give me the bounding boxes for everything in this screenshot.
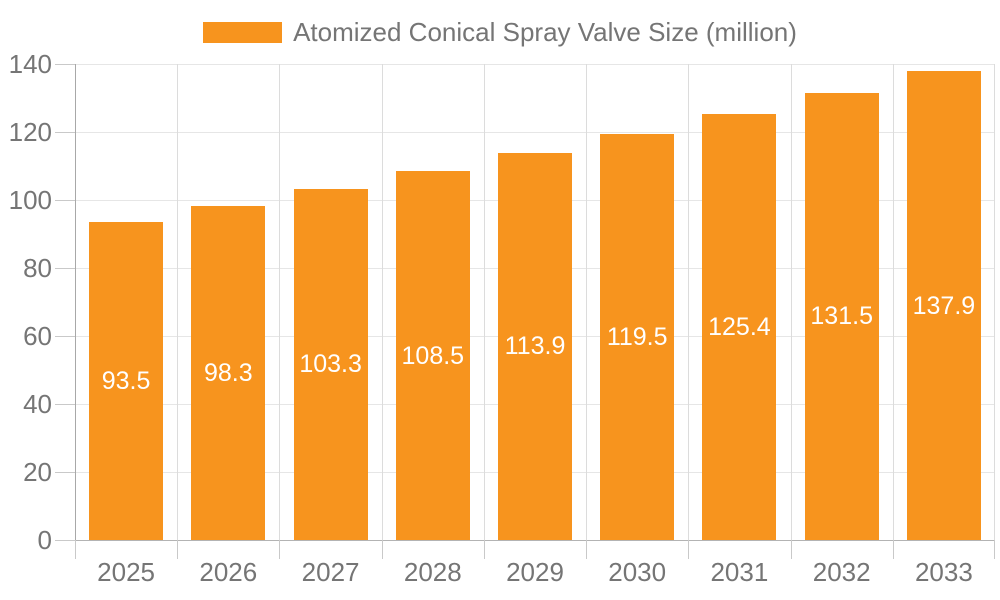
legend-swatch <box>203 21 283 43</box>
x-axis-tick <box>790 540 792 559</box>
y-axis-tick-label: 120 <box>8 117 52 147</box>
bar[interactable] <box>600 133 675 540</box>
y-axis-line <box>75 64 76 540</box>
v-gridline <box>483 64 485 540</box>
y-axis-tick-label: 100 <box>8 185 52 215</box>
x-axis-tick <box>177 540 179 559</box>
v-gridline <box>994 64 995 540</box>
v-gridline <box>892 64 894 540</box>
v-gridline <box>790 64 792 540</box>
y-axis-tick <box>55 268 75 269</box>
bar[interactable] <box>293 188 368 540</box>
x-axis-tick-label: 2028 <box>403 557 462 587</box>
legend: Atomized Conical Spray Valve Size (milli… <box>0 18 1000 46</box>
v-gridline <box>586 64 588 540</box>
bar[interactable] <box>804 92 879 540</box>
y-axis-tick <box>55 472 75 473</box>
bar[interactable] <box>89 222 164 540</box>
x-axis-tick <box>994 540 995 559</box>
x-axis-tick <box>483 540 485 559</box>
bar[interactable] <box>395 171 470 540</box>
h-gridline <box>75 132 995 133</box>
bar[interactable] <box>906 71 981 540</box>
y-axis-tick-label: 140 <box>8 49 52 79</box>
bar[interactable] <box>191 205 266 540</box>
x-axis-tick <box>279 540 281 559</box>
y-axis-tick <box>55 404 75 405</box>
v-gridline <box>381 64 383 540</box>
y-axis-tick-label: 0 <box>37 525 52 555</box>
x-axis-tick-label: 2032 <box>812 557 871 587</box>
y-axis-tick <box>55 540 75 541</box>
bar[interactable] <box>702 113 777 540</box>
y-axis-tick-label: 20 <box>23 457 52 487</box>
y-axis-tick <box>55 132 75 133</box>
x-axis-tick-label: 2029 <box>506 557 564 587</box>
x-axis-tick-label: 2030 <box>608 557 667 587</box>
x-axis-tick <box>381 540 383 559</box>
x-axis-tick-label: 2025 <box>97 557 156 587</box>
v-gridline <box>688 64 690 540</box>
y-axis-tick <box>55 336 75 337</box>
x-axis-tick <box>688 540 690 559</box>
legend-item[interactable]: Atomized Conical Spray Valve Size (milli… <box>203 18 797 46</box>
bar[interactable] <box>498 152 572 540</box>
y-axis-tick <box>55 200 75 201</box>
v-gridline <box>177 64 179 540</box>
x-axis-tick <box>892 540 894 559</box>
y-axis-tick-label: 40 <box>23 389 52 419</box>
x-axis-line <box>75 540 995 541</box>
legend-label: Atomized Conical Spray Valve Size (milli… <box>293 17 797 47</box>
x-axis-tick <box>75 540 76 559</box>
h-gridline <box>75 64 995 65</box>
x-axis-tick-label: 2031 <box>710 557 769 587</box>
x-axis-tick-label: 2027 <box>301 557 360 587</box>
x-axis-tick-label: 2033 <box>914 557 973 587</box>
y-axis-tick-label: 60 <box>23 321 52 351</box>
x-axis-tick-label: 2026 <box>199 557 258 587</box>
y-axis-tick-label: 80 <box>23 253 52 283</box>
plot-area: 93.5 98.3 103.3 108.5 113.9 119.5 125.4 131.5 13… <box>75 64 995 540</box>
x-axis-tick <box>586 540 588 559</box>
v-gridline <box>279 64 281 540</box>
y-axis-tick <box>55 64 75 65</box>
